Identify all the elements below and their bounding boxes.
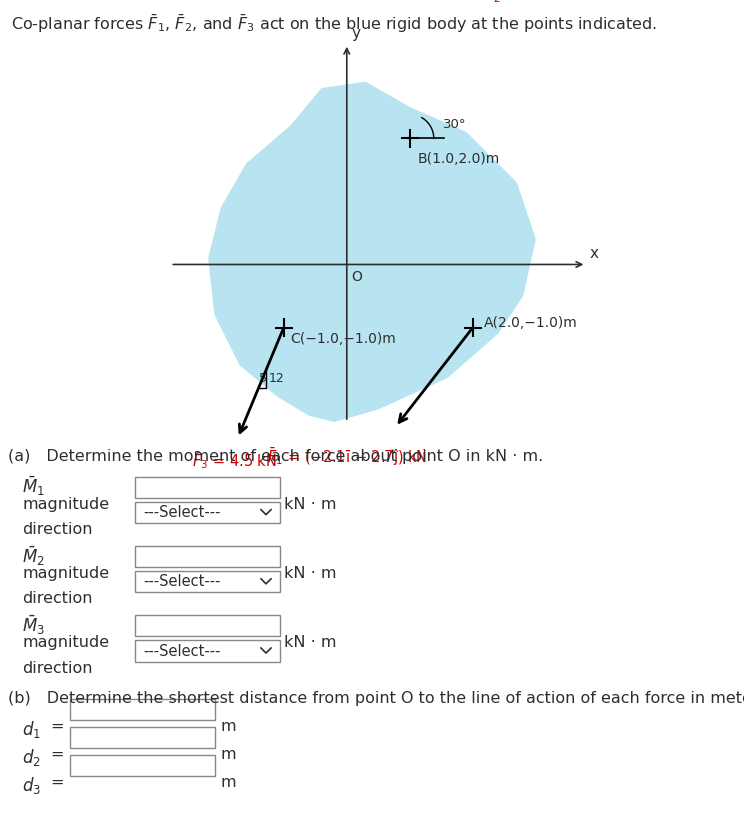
Text: m: m bbox=[220, 719, 236, 734]
Text: 12: 12 bbox=[269, 373, 284, 385]
Text: 5: 5 bbox=[259, 372, 267, 385]
Text: y: y bbox=[352, 26, 361, 41]
Text: =: = bbox=[50, 747, 63, 762]
Text: direction: direction bbox=[22, 661, 92, 676]
Text: $\bar{M}_3$: $\bar{M}_3$ bbox=[22, 613, 45, 636]
FancyBboxPatch shape bbox=[70, 755, 215, 776]
Text: O: O bbox=[351, 270, 362, 284]
FancyBboxPatch shape bbox=[70, 699, 215, 720]
Text: magnitude: magnitude bbox=[22, 567, 109, 582]
Text: B(1.0,2.0)m: B(1.0,2.0)m bbox=[417, 152, 500, 166]
FancyBboxPatch shape bbox=[135, 641, 280, 661]
Text: $\bar{M}_2$: $\bar{M}_2$ bbox=[22, 544, 45, 567]
Text: ---Select---: ---Select--- bbox=[143, 643, 220, 658]
Text: magnitude: magnitude bbox=[22, 497, 109, 513]
Text: ---Select---: ---Select--- bbox=[143, 505, 220, 520]
FancyBboxPatch shape bbox=[135, 547, 280, 567]
Text: magnitude: magnitude bbox=[22, 636, 109, 651]
Text: $d_3$: $d_3$ bbox=[22, 775, 41, 796]
Text: $\bar{F}_2$ = 4.7 kN: $\bar{F}_2$ = 4.7 kN bbox=[485, 0, 569, 5]
Text: $d_2$: $d_2$ bbox=[22, 747, 41, 768]
Polygon shape bbox=[208, 82, 536, 422]
FancyBboxPatch shape bbox=[135, 477, 280, 498]
FancyBboxPatch shape bbox=[135, 616, 280, 636]
Text: =: = bbox=[50, 775, 63, 790]
Text: $\bar{M}_1$: $\bar{M}_1$ bbox=[22, 475, 45, 498]
FancyBboxPatch shape bbox=[70, 726, 215, 748]
Text: (a) Determine the moment of each force about point O in kN · m.: (a) Determine the moment of each force a… bbox=[8, 449, 543, 464]
Text: kN · m: kN · m bbox=[284, 497, 336, 513]
FancyBboxPatch shape bbox=[135, 572, 280, 592]
Text: 30°: 30° bbox=[443, 118, 466, 131]
Text: =: = bbox=[50, 719, 63, 734]
Text: (b) Determine the shortest distance from point O to the line of action of each f: (b) Determine the shortest distance from… bbox=[8, 691, 744, 706]
Text: m: m bbox=[220, 747, 236, 762]
Text: direction: direction bbox=[22, 592, 92, 607]
Text: ---Select---: ---Select--- bbox=[143, 574, 220, 589]
Text: Co-planar forces $\bar{F}_1$, $\bar{F}_2$, and $\bar{F}_3$ act on the blue rigid: Co-planar forces $\bar{F}_1$, $\bar{F}_2… bbox=[11, 12, 657, 35]
Text: m: m bbox=[220, 775, 236, 790]
Text: direction: direction bbox=[22, 522, 92, 537]
Text: kN · m: kN · m bbox=[284, 636, 336, 651]
Text: $\bar{F}_1$ = (−2.1ī − 2.7ĵ) kN: $\bar{F}_1$ = (−2.1ī − 2.7ĵ) kN bbox=[266, 446, 427, 468]
Text: A(2.0,−1.0)m: A(2.0,−1.0)m bbox=[484, 316, 577, 330]
FancyBboxPatch shape bbox=[135, 503, 280, 523]
Text: x: x bbox=[589, 246, 598, 261]
Text: kN · m: kN · m bbox=[284, 567, 336, 582]
Text: $d_1$: $d_1$ bbox=[22, 719, 41, 740]
Text: $\bar{F}_3$ = 4.5 kN: $\bar{F}_3$ = 4.5 kN bbox=[192, 449, 277, 471]
Text: C(−1.0,−1.0)m: C(−1.0,−1.0)m bbox=[290, 332, 396, 346]
